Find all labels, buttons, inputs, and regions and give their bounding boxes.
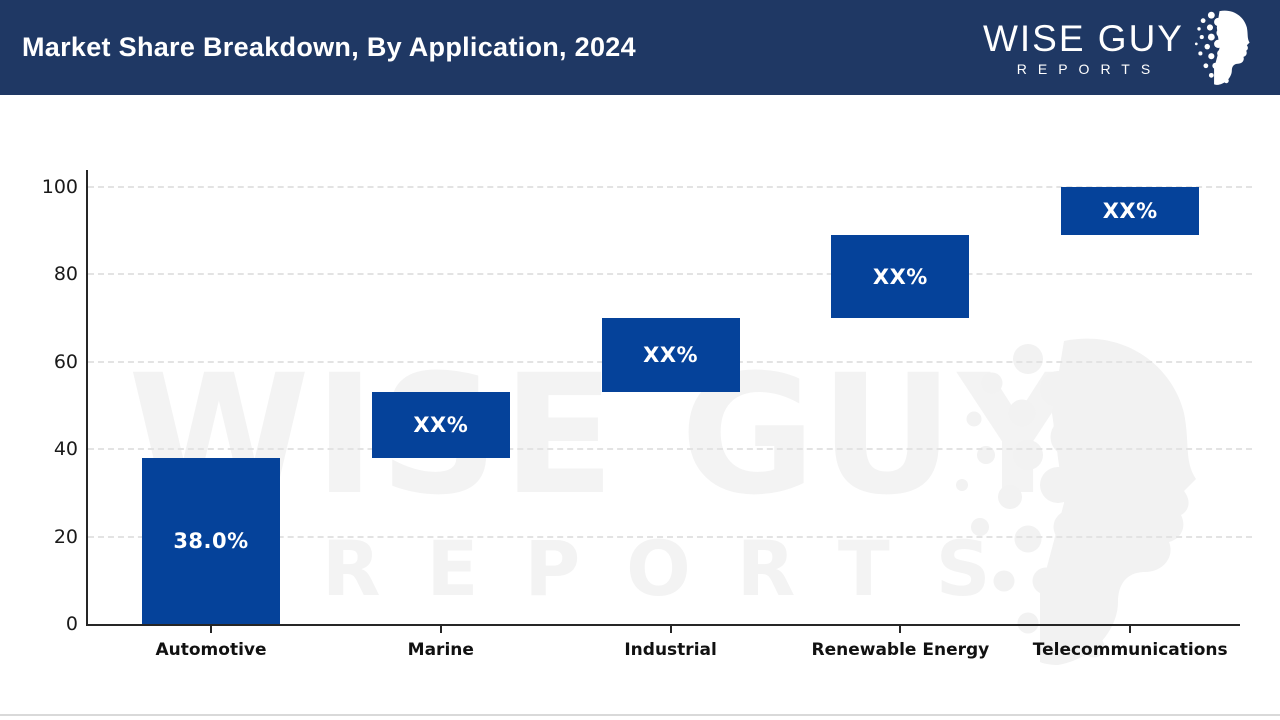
x-axis-line [86,624,1240,626]
grid-line-80 [88,273,1252,276]
x-tick-industrial [669,626,672,633]
logo-subtitle: REPORTS [1016,60,1162,77]
x-tick-automotive [210,626,212,633]
waterfall-chart: WISE GUY REPORTS 0 20 40 60 80 100 38.0% Autom… [0,95,1280,705]
logo-text: WISE GUY REPORTS [983,20,1184,76]
watermark-face-icon [956,338,1196,665]
grid-line-40 [88,448,1252,451]
watermark-subtitle: REPORTS [322,524,1037,613]
bar-value-label: XX% [872,264,928,289]
bar-renewable-energy: XX% [831,235,970,319]
bar-value-label: XX% [1102,199,1158,224]
x-tick-label-automotive: Automotive [155,640,267,660]
y-tick-label-0: 0 [65,613,78,635]
bar-value-label: XX% [413,413,469,438]
x-tick-label-renewable-energy: Renewable Energy [811,640,990,660]
grid-line-100 [88,186,1252,188]
y-tick-label-40: 40 [53,438,78,461]
bar-marine: XX% [371,392,510,458]
bar-value-label: 38.0% [173,528,249,553]
page-title: Market Share Breakdown, By Application, … [22,32,636,62]
y-tick-label-60: 60 [53,350,78,373]
logo-face-icon [1194,10,1250,85]
x-tick-marine [439,626,442,633]
wise-guy-reports-logo: WISE GUY REPORTS [983,7,1262,89]
y-tick-label-100: 100 [41,176,78,198]
x-tick-label-marine: Marine [407,640,474,660]
y-tick-label-80: 80 [53,263,78,286]
bottom-divider-line [0,714,1280,716]
bar-value-label: XX% [643,343,699,368]
bar-industrial: XX% [601,318,740,393]
grid-line-20 [88,535,1252,538]
y-axis-line [86,170,88,626]
x-tick-renewable-energy [899,626,902,633]
logo-wordmark: WISE GUY [982,17,1184,59]
x-tick-label-telecommunications: Telecommunications [1032,640,1228,660]
header-bar: Market Share Breakdown, By Application, … [0,0,1280,95]
bar-automotive: 38.0% [142,457,280,624]
bar-telecommunications: XX% [1061,187,1200,236]
x-tick-telecommunications [1129,626,1132,633]
y-tick-label-20: 20 [53,525,78,548]
x-tick-label-industrial: Industrial [624,640,717,660]
